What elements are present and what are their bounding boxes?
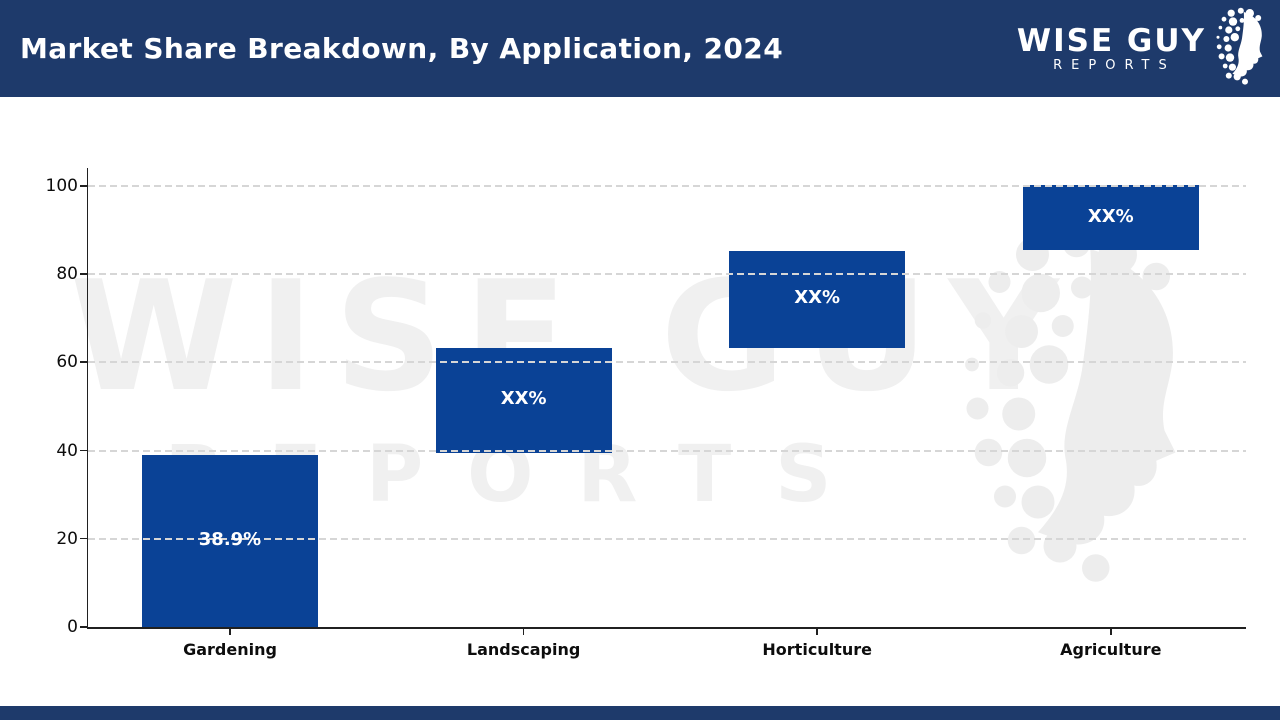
logo-subtitle: REPORTS	[1053, 58, 1176, 73]
y-tick-mark	[80, 537, 88, 540]
category-label-gardening: Gardening	[183, 640, 277, 659]
category-label-landscaping: Landscaping	[466, 640, 581, 659]
logo-head-icon	[1216, 7, 1263, 85]
logo: WISE GUY REPORTS	[1017, 7, 1272, 90]
y-tick-mark	[80, 361, 88, 363]
bar-gardening	[142, 455, 318, 627]
bar-horticulture	[729, 250, 906, 348]
y-tick-label: 40	[56, 440, 78, 461]
y-tick-label: 100	[45, 176, 78, 196]
y-tick-mark	[80, 273, 88, 275]
gridline-y100	[88, 185, 1246, 187]
bar-value-label: 38.9%	[198, 529, 262, 551]
y-axis-line	[86, 168, 88, 629]
gridline-y20	[88, 537, 1246, 540]
header-bar: Market Share Breakdown, By Application, …	[0, 0, 1280, 97]
y-tick-label: 0	[67, 617, 78, 637]
y-tick-mark	[80, 626, 88, 628]
gridline-y60	[88, 361, 1246, 364]
gridline-y40	[88, 449, 1246, 452]
bar-value-label: XX%	[500, 388, 547, 410]
page-title: Market Share Breakdown, By Application, …	[20, 32, 784, 65]
x-axis-line	[86, 627, 1246, 629]
logo-text: WISE GUY REPORTS	[1017, 24, 1206, 73]
bar-landscaping	[435, 347, 612, 453]
category-label-agriculture: Agriculture	[1060, 640, 1162, 659]
x-tick-mark	[522, 627, 525, 635]
gridline-y80	[88, 273, 1246, 276]
y-tick-label: 20	[56, 528, 78, 549]
y-tick-label: 60	[56, 352, 78, 373]
x-tick-mark	[229, 627, 231, 635]
x-tick-mark	[816, 627, 818, 635]
bar-value-label: XX%	[1087, 205, 1134, 227]
y-tick-mark	[80, 185, 88, 187]
bar-value-label: XX%	[794, 287, 841, 309]
logo-wordmark: WISE GUY	[1016, 23, 1206, 59]
y-tick-mark	[80, 449, 88, 452]
x-tick-mark	[1110, 627, 1112, 635]
footer-bar	[0, 706, 1280, 720]
y-tick-label: 80	[56, 264, 78, 285]
category-label-horticulture: Horticulture	[762, 640, 872, 659]
